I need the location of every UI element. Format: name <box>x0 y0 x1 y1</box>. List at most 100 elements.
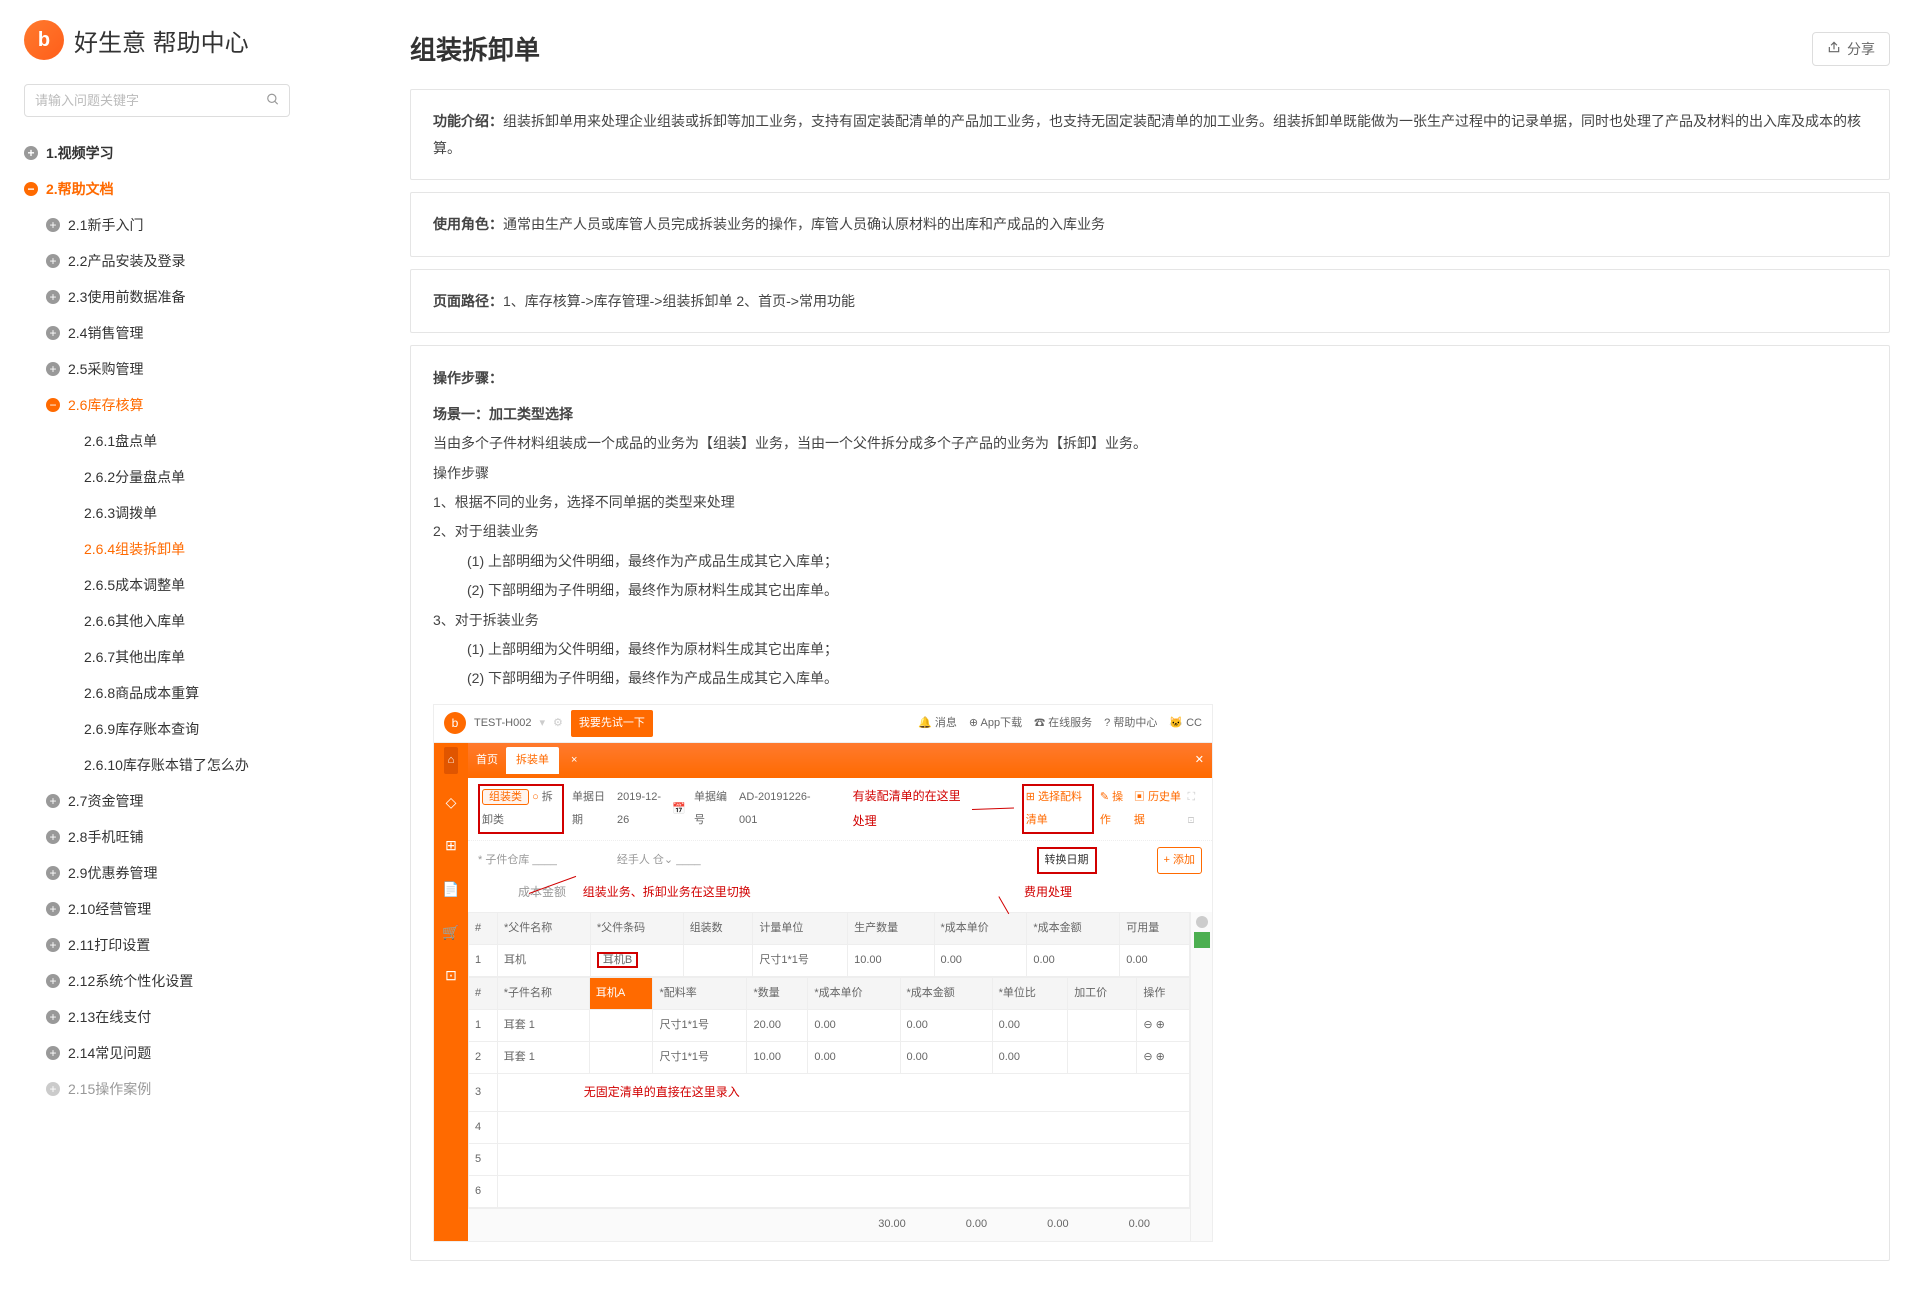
nav-label: 2.6.5成本调整单 <box>84 575 185 595</box>
plus-icon: + <box>24 146 38 160</box>
nav-2-8[interactable]: +2.8手机旺铺 <box>24 819 290 855</box>
nav-label: 2.6库存核算 <box>68 395 143 415</box>
step-3b: (2) 下部明细为子件明细，最终作为产成品生成其它入库单。 <box>433 664 1867 693</box>
nav-2-14[interactable]: +2.14常见问题 <box>24 1035 290 1071</box>
nav-2-6-2[interactable]: 2.6.2分量盘点单 <box>24 459 290 495</box>
steps-heading: 操作步骤 <box>433 459 1867 488</box>
roles-body: 通常由生产人员或库管人员完成拆装业务的操作，库管人员确认原材料的出库和产成品的入… <box>503 216 1105 232</box>
ss-logo-icon: b <box>444 712 466 734</box>
nav-label: 2.2产品安装及登录 <box>68 251 185 271</box>
nav-2-5[interactable]: +2.5采购管理 <box>24 351 290 387</box>
nav-2-6-4[interactable]: 2.6.4组装拆卸单 <box>24 531 290 567</box>
nav-2-6-8[interactable]: 2.6.8商品成本重算 <box>24 675 290 711</box>
ss-leftnav: ⌂◇⊞📄🛒⊡ <box>434 743 468 1241</box>
plus-icon: + <box>46 938 60 952</box>
nav-2-6[interactable]: −2.6库存核算 <box>24 387 290 423</box>
step-2: 2、对于组装业务 <box>433 517 1867 546</box>
ss-ann-box: 转换日期 <box>1037 847 1097 874</box>
nav-2-13[interactable]: +2.13在线支付 <box>24 999 290 1035</box>
nav-2-6-5[interactable]: 2.6.5成本调整单 <box>24 567 290 603</box>
ss-topbar: b TEST-H002 ▾ ⚙ 我要先试一下 🔔 消息 ⊕ App下载 ☎ 在线… <box>434 705 1212 743</box>
search-box <box>24 84 290 117</box>
nav-label: 2.帮助文档 <box>46 179 114 199</box>
logo-icon: b <box>24 20 64 60</box>
plus-icon: + <box>46 794 60 808</box>
plus-icon: + <box>46 254 60 268</box>
header-row: 组装拆卸单 分享 <box>410 30 1890 67</box>
nav-video[interactable]: +1.视频学习 <box>24 135 290 171</box>
nav-label: 2.5采购管理 <box>68 359 143 379</box>
ss-footer: 30.000.000.000.00 <box>468 1208 1190 1240</box>
nav-2-4[interactable]: +2.4销售管理 <box>24 315 290 351</box>
nav-2-10[interactable]: +2.10经营管理 <box>24 891 290 927</box>
nav-2-1[interactable]: +2.1新手入门 <box>24 207 290 243</box>
nav-label: 1.视频学习 <box>46 143 114 163</box>
nav-2-6-10[interactable]: 2.6.10库存账本错了怎么办 <box>24 747 290 783</box>
plus-icon: + <box>46 974 60 988</box>
nav-label: 2.6.3调拨单 <box>84 503 157 523</box>
nav-2-15[interactable]: +2.15操作案例 <box>24 1071 290 1107</box>
plus-icon: + <box>46 218 60 232</box>
share-label: 分享 <box>1847 39 1875 59</box>
plus-icon: + <box>46 362 60 376</box>
plus-icon: + <box>46 866 60 880</box>
nav-2-6-6[interactable]: 2.6.6其他入库单 <box>24 603 290 639</box>
ss-content: 首页拆装单×✕ 组装类 ○ 拆卸类 单据日期 2019-12-26 📅 单据编号… <box>468 743 1212 1241</box>
path-label: 页面路径： <box>433 293 503 309</box>
nav-docs[interactable]: −2.帮助文档 <box>24 171 290 207</box>
nav-label: 2.9优惠券管理 <box>68 863 157 883</box>
nav-label: 2.11打印设置 <box>68 935 150 955</box>
logo-title: 好生意 帮助中心 <box>74 23 249 58</box>
nav-2-12[interactable]: +2.12系统个性化设置 <box>24 963 290 999</box>
ss-row1: 组装类 ○ 拆卸类 单据日期 2019-12-26 📅 单据编号 AD-2019… <box>468 778 1212 841</box>
embedded-screenshot: b TEST-H002 ▾ ⚙ 我要先试一下 🔔 消息 ⊕ App下载 ☎ 在线… <box>433 704 1213 1242</box>
plus-icon: + <box>46 1046 60 1060</box>
ss-row2: * 子件仓库 ____ 经手人 仓⌄ ____ 转换日期 + 添加 <box>468 841 1212 874</box>
nav-label: 2.14常见问题 <box>68 1043 151 1063</box>
ss-row3: 成本金额 组装业务、拆卸业务在这里切换 费用处理 <box>468 874 1212 911</box>
nav-label: 2.3使用前数据准备 <box>68 287 185 307</box>
step-2a: (1) 上部明细为父件明细，最终作为产成品生成其它入库单； <box>433 547 1867 576</box>
nav-2-7[interactable]: +2.7资金管理 <box>24 783 290 819</box>
nav-label: 2.10经营管理 <box>68 899 151 919</box>
plus-icon: + <box>46 290 60 304</box>
step-3a: (1) 上部明细为父件明细，最终作为原材料生成其它出库单； <box>433 635 1867 664</box>
search-input[interactable] <box>24 84 290 117</box>
nav-label: 2.6.8商品成本重算 <box>84 683 199 703</box>
nav-label: 2.1新手入门 <box>68 215 143 235</box>
intro-body: 组装拆卸单用来处理企业组装或拆卸等加工业务，支持有固定装配清单的产品加工业务，也… <box>433 113 1861 156</box>
nav-label: 2.6.1盘点单 <box>84 431 157 451</box>
steps-title: 操作步骤： <box>433 364 1867 393</box>
ss-red-note: 无固定清单的直接在这里录入 <box>504 1078 1183 1107</box>
nav-2-9[interactable]: +2.9优惠券管理 <box>24 855 290 891</box>
intro-label: 功能介绍： <box>433 113 503 129</box>
plus-icon: + <box>46 830 60 844</box>
scene-desc: 当由多个子件材料组装成一个成品的业务为【组装】业务，当由一个父件拆分成多个子产品… <box>433 429 1867 458</box>
plus-icon: + <box>46 902 60 916</box>
minus-icon: − <box>46 398 60 412</box>
ss-body: ⌂◇⊞📄🛒⊡ 首页拆装单×✕ 组装类 ○ 拆卸类 单据日期 2019-12-26… <box>434 743 1212 1241</box>
path-body: 1、库存核算->库存管理->组装拆卸单 2、首页->常用功能 <box>503 293 855 309</box>
nav-2-11[interactable]: +2.11打印设置 <box>24 927 290 963</box>
roles-label: 使用角色： <box>433 216 503 232</box>
nav-label: 2.6.4组装拆卸单 <box>84 539 185 559</box>
page-title: 组装拆卸单 <box>410 30 540 67</box>
roles-card: 使用角色：通常由生产人员或库管人员完成拆装业务的操作，库管人员确认原材料的出库和… <box>410 192 1890 257</box>
nav-label: 2.13在线支付 <box>68 1007 151 1027</box>
nav-2-6-3[interactable]: 2.6.3调拨单 <box>24 495 290 531</box>
nav-2-2[interactable]: +2.2产品安装及登录 <box>24 243 290 279</box>
ss-try-btn: 我要先试一下 <box>571 710 653 737</box>
share-button[interactable]: 分享 <box>1812 32 1890 66</box>
logo-row: b 好生意 帮助中心 <box>24 20 290 60</box>
nav-2-6-9[interactable]: 2.6.9库存账本查询 <box>24 711 290 747</box>
steps-card: 操作步骤： 场景一：加工类型选择 当由多个子件材料组装成一个成品的业务为【组装】… <box>410 345 1890 1260</box>
nav-label: 2.12系统个性化设置 <box>68 971 193 991</box>
path-card: 页面路径：1、库存核算->库存管理->组装拆卸单 2、首页->常用功能 <box>410 269 1890 334</box>
nav-2-6-1[interactable]: 2.6.1盘点单 <box>24 423 290 459</box>
step-2b: (2) 下部明细为子件明细，最终作为原材料生成其它出库单。 <box>433 576 1867 605</box>
step-1: 1、根据不同的业务，选择不同单据的类型来处理 <box>433 488 1867 517</box>
nav-2-3[interactable]: +2.3使用前数据准备 <box>24 279 290 315</box>
step-3: 3、对于拆装业务 <box>433 606 1867 635</box>
nav-label: 2.6.6其他入库单 <box>84 611 185 631</box>
nav-2-6-7[interactable]: 2.6.7其他出库单 <box>24 639 290 675</box>
